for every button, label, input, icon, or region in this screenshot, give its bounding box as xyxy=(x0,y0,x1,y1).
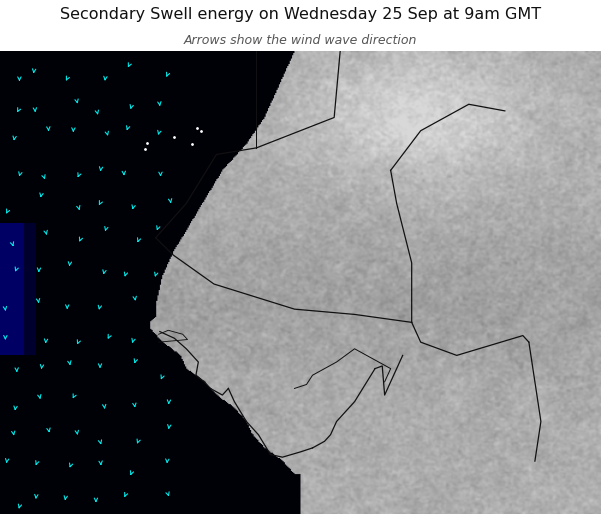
Bar xyxy=(0,223,36,355)
Bar xyxy=(0,223,24,355)
Text: Arrows show the wind wave direction: Arrows show the wind wave direction xyxy=(184,33,417,47)
Text: Secondary Swell energy on Wednesday 25 Sep at 9am GMT: Secondary Swell energy on Wednesday 25 S… xyxy=(60,7,541,22)
